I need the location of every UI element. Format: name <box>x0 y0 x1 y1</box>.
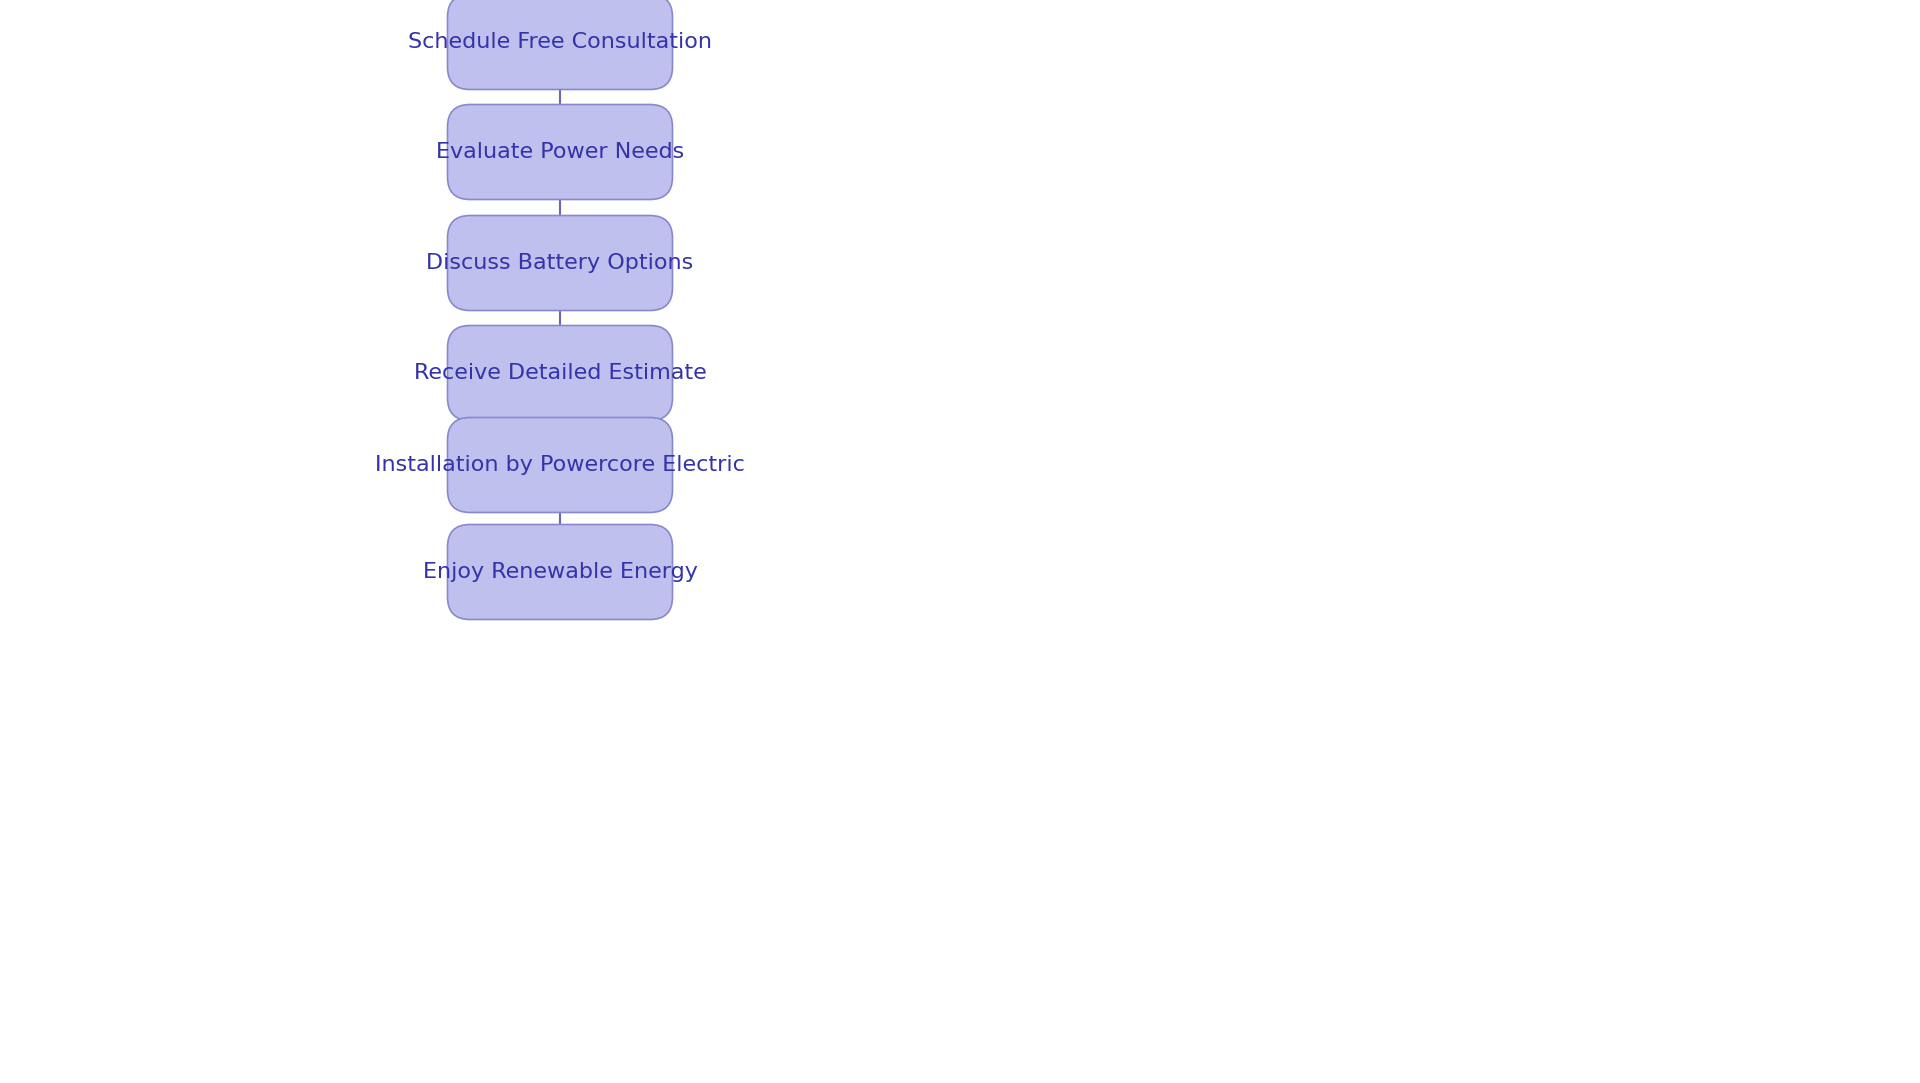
Text: Installation by Powercore Electric: Installation by Powercore Electric <box>374 455 745 475</box>
FancyBboxPatch shape <box>447 104 672 199</box>
FancyBboxPatch shape <box>447 524 672 619</box>
Text: Evaluate Power Needs: Evaluate Power Needs <box>436 142 684 162</box>
Text: Enjoy Renewable Energy: Enjoy Renewable Energy <box>422 562 697 582</box>
Text: Receive Detailed Estimate: Receive Detailed Estimate <box>413 363 707 383</box>
FancyBboxPatch shape <box>447 0 672 90</box>
Text: Schedule Free Consultation: Schedule Free Consultation <box>407 32 712 52</box>
Text: Discuss Battery Options: Discuss Battery Options <box>426 253 693 273</box>
FancyBboxPatch shape <box>447 418 672 512</box>
FancyBboxPatch shape <box>447 216 672 311</box>
FancyBboxPatch shape <box>447 326 672 420</box>
